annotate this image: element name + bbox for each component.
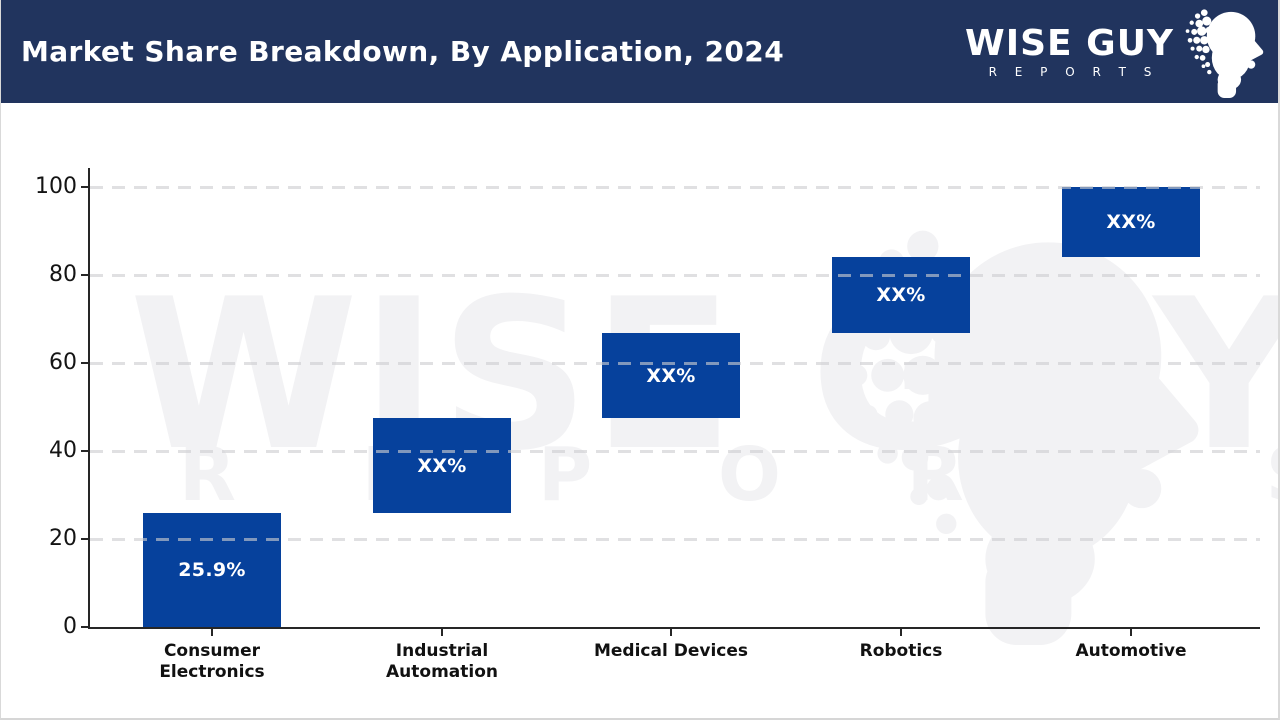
x-axis-category-label: Medical Devices [593,641,748,661]
gridline-100 [90,186,1260,189]
gridline-20 [90,538,1260,541]
x-axis-category-label: Industrial Automation [386,641,498,683]
y-axis-tick [81,362,88,364]
brand-logo-text: WISE GUY R E P O R T S [964,22,1174,79]
brand-subname: R E P O R T S [988,64,1159,79]
bar-automotive: XX% [1062,187,1200,258]
y-axis-tick-label: 60 [49,350,77,375]
y-axis-tick-label: 80 [49,262,77,287]
x-axis-tick [1130,629,1132,636]
x-axis-category-label: Automotive [1075,641,1187,661]
x-axis-category-label: Consumer Electronics [159,641,265,683]
brand-head-icon [1185,8,1264,98]
y-axis-tick [81,450,88,452]
gridline-80 [90,274,1260,277]
gridline-40 [90,450,1260,453]
y-axis-tick-label: 40 [49,438,77,463]
bar-medical-devices: XX% [602,332,740,419]
x-axis-category-label: Robotics [859,641,943,661]
x-axis-tick [211,629,213,636]
y-axis-tick [81,186,88,188]
y-axis-tick-label: 0 [63,614,77,639]
page-title: Market Share Breakdown, By Application, … [21,35,785,68]
bar-consumer-electronics: 25.9% [143,513,281,627]
brand-name: WISE GUY [964,22,1174,64]
y-axis-tick-label: 100 [35,174,77,199]
y-axis-tick [81,626,88,628]
x-axis-tick [670,629,672,636]
x-axis-tick [441,629,443,636]
brand-logo: WISE GUY R E P O R T S [965,6,1264,98]
bar-value-label: XX% [417,454,467,477]
gridline-60 [90,362,1260,365]
y-axis-tick [81,538,88,540]
bar-value-label: XX% [876,284,926,306]
bar-robotics: XX% [832,257,970,333]
bar-value-label: XX% [646,364,696,387]
bar-value-label: XX% [1106,211,1156,234]
bar-value-label: 25.9% [178,559,246,581]
x-axis-tick [900,629,902,636]
bar-industrial-automation: XX% [373,418,511,514]
y-axis-tick [81,274,88,276]
y-axis-line [88,168,90,629]
header-bar: Market Share Breakdown, By Application, … [1,0,1278,103]
x-axis-line [88,627,1260,629]
y-axis-tick-label: 20 [49,526,77,551]
